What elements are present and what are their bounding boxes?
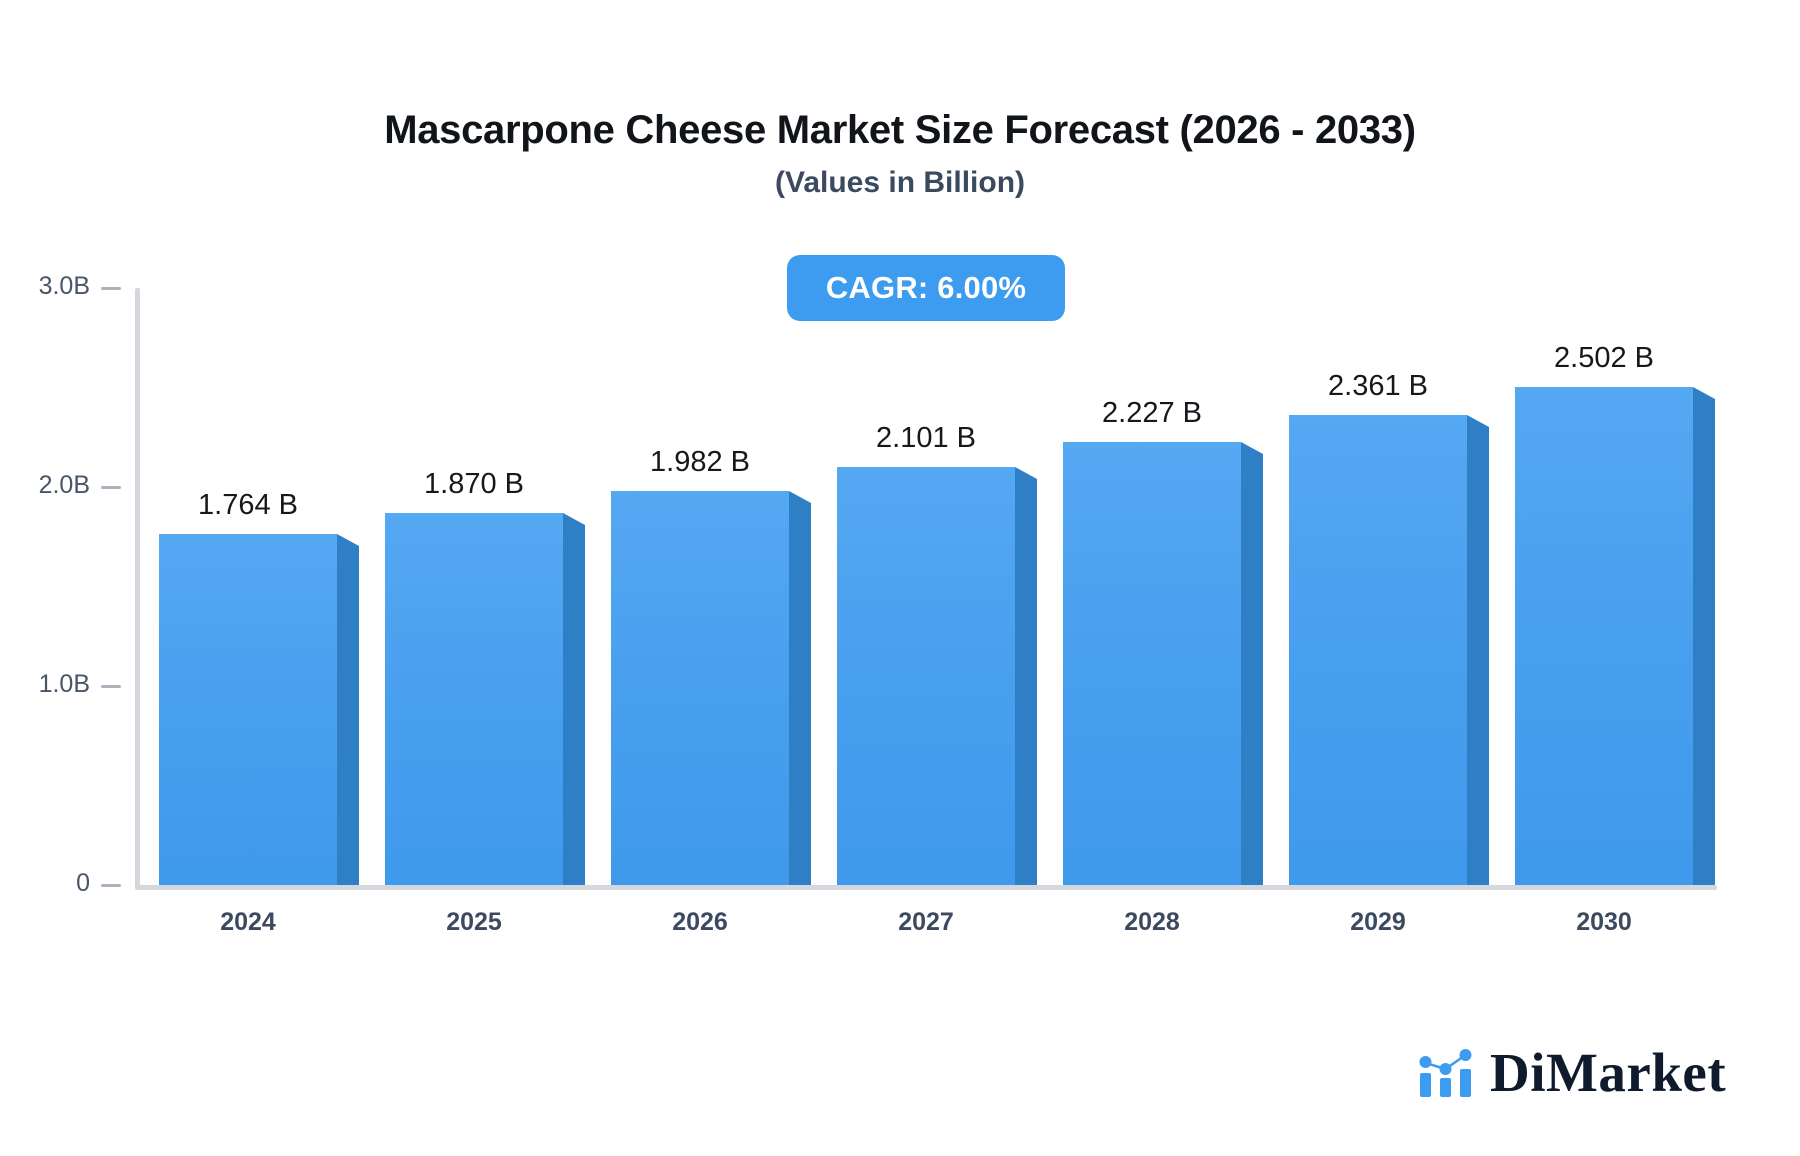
x-axis-line — [135, 885, 1717, 890]
bar-side-face — [789, 502, 811, 885]
bar-value-label: 1.764 B — [198, 488, 298, 521]
y-tick-dash — [101, 884, 121, 887]
bar-side-face — [1693, 399, 1715, 885]
x-tick-label-2028: 2028 — [1124, 908, 1180, 936]
bar-top-bevel — [563, 512, 585, 525]
bar-front-face — [611, 490, 789, 885]
bar-side-face — [1241, 453, 1263, 885]
y-tick-dash — [101, 486, 121, 489]
bar-front-face — [837, 466, 1015, 885]
bar-2025[interactable]: 1.870 B — [385, 468, 585, 885]
bar-value-label: 2.227 B — [1102, 396, 1202, 429]
bar-2026[interactable]: 1.982 B — [611, 446, 811, 885]
bar-value-label: 2.361 B — [1328, 370, 1428, 403]
bar-side-face — [1467, 427, 1489, 885]
bar-side-face — [1015, 478, 1037, 885]
bar-top-bevel — [1693, 387, 1715, 400]
chart-subtitle: (Values in Billion) — [774, 166, 1026, 199]
x-tick-label-2027: 2027 — [898, 908, 954, 936]
y-tick-dash — [101, 685, 121, 688]
bar-front-face — [1289, 415, 1467, 885]
x-tick-label-2029: 2029 — [1350, 908, 1406, 936]
bar-top-bevel — [1015, 466, 1037, 479]
x-tick-label-2024: 2024 — [220, 908, 276, 936]
logo-text: DiMarket — [1490, 1042, 1727, 1103]
bar-front-face — [385, 512, 563, 885]
y-tick-dash — [101, 287, 121, 290]
bar-series: 1.764 B 1.870 B 1.982 B 2.101 B 2.227 B 2.361… — [135, 288, 1717, 888]
bar-top-bevel — [789, 490, 811, 503]
bar-2027[interactable]: 2.101 B — [837, 422, 1037, 885]
bar-front-face — [1063, 441, 1241, 885]
bar-top-bevel — [1241, 441, 1263, 454]
chart-title: Mascarpone Cheese Market Size Forecast (… — [384, 108, 1416, 152]
dimarket-logo: DiMarket — [1418, 1045, 1726, 1100]
bar-2024[interactable]: 1.764 B — [159, 489, 359, 885]
bar-2028[interactable]: 2.227 B — [1063, 397, 1263, 885]
bar-2029[interactable]: 2.361 B — [1289, 370, 1489, 885]
plot-area: 3.0B 2.0B 1.0B 0 1.764 B 1.870 B 1.982 B 2.101… — [39, 272, 1717, 936]
y-tick-label: 1.0B — [38, 670, 90, 698]
bar-front-face — [1515, 387, 1693, 885]
bar-value-label: 2.502 B — [1554, 342, 1654, 375]
bar-value-label: 2.101 B — [876, 421, 976, 454]
y-axis-line — [135, 288, 140, 888]
y-tick-label: 0 — [76, 869, 90, 897]
bar-value-label: 1.982 B — [650, 445, 750, 478]
bar-side-face — [563, 524, 585, 885]
x-tick-label-2025: 2025 — [446, 908, 502, 936]
bar-value-label: 1.870 B — [424, 467, 524, 500]
x-tick-label-2030: 2030 — [1576, 908, 1632, 936]
bar-side-face — [337, 545, 359, 885]
bar-top-bevel — [337, 533, 359, 546]
bar-top-bevel — [1467, 415, 1489, 428]
cagr-badge: CAGR: 6.00% — [787, 255, 1065, 321]
bar-front-face — [159, 533, 337, 885]
bar-2030[interactable]: 2.502 B — [1515, 342, 1715, 885]
bar-chart-icon — [1418, 1047, 1476, 1099]
y-tick-label: 2.0B — [38, 471, 90, 499]
y-tick-label: 3.0B — [38, 272, 90, 300]
x-tick-label-2026: 2026 — [672, 908, 728, 936]
